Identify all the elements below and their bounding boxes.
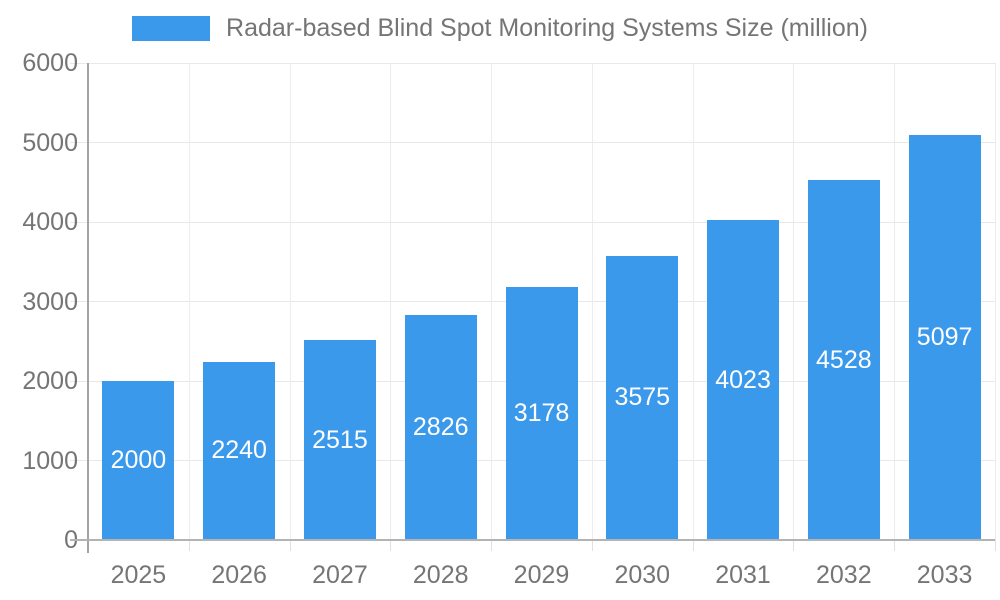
x-axis-tick: [591, 540, 593, 551]
bar-value-label: 5097: [916, 322, 973, 351]
x-axis-tick-label: 2027: [312, 561, 368, 589]
legend-label: Radar-based Blind Spot Monitoring System…: [226, 14, 868, 42]
y-axis-tick-label: 6000: [22, 49, 78, 77]
gridline-vertical: [390, 63, 392, 540]
y-axis-tick-label: 4000: [22, 208, 78, 236]
x-axis-tick: [692, 540, 694, 551]
bar[interactable]: 3178: [505, 287, 578, 540]
legend-swatch: [132, 16, 211, 41]
x-axis-tick: [793, 540, 795, 551]
bar[interactable]: 4023: [707, 220, 780, 540]
bar[interactable]: 4528: [807, 180, 880, 540]
gridline-vertical: [591, 63, 593, 540]
x-axis-tick: [390, 540, 392, 551]
gridline-vertical: [188, 63, 190, 540]
bar-value-label: 3575: [614, 383, 671, 412]
bar[interactable]: 2826: [404, 315, 477, 540]
gridline-horizontal: [70, 62, 995, 64]
y-axis-tick-label: 5000: [22, 128, 78, 157]
bar-value-label: 2000: [110, 446, 167, 474]
x-axis-tick-label: 2029: [513, 561, 570, 589]
x-axis-tick-label: 2031: [715, 561, 771, 589]
y-axis-tick-label: 3000: [22, 287, 78, 316]
gridline-vertical: [793, 63, 795, 540]
gridline-vertical: [692, 63, 694, 540]
y-axis-line: [87, 63, 89, 553]
x-axis-tick-label: 2033: [916, 561, 973, 589]
y-axis-tick-label: 0: [0, 525, 78, 555]
x-axis-tick: [995, 540, 996, 551]
bar-value-label: 3178: [513, 399, 570, 428]
y-axis-tick-label: 1000: [22, 446, 78, 475]
x-axis-tick: [289, 540, 291, 551]
x-axis-tick-label: 2028: [412, 561, 469, 589]
gridline-vertical: [491, 63, 493, 540]
x-axis-tick-label: 2025: [110, 561, 167, 589]
legend-item[interactable]: Radar-based Blind Spot Monitoring System…: [0, 14, 1000, 43]
bar[interactable]: 2000: [102, 381, 175, 540]
x-axis-tick-label: 2030: [614, 561, 671, 589]
x-axis-tick: [188, 540, 190, 551]
bar[interactable]: 3575: [606, 255, 679, 540]
gridline-vertical: [894, 63, 896, 540]
gridline-horizontal: [70, 142, 995, 143]
bar-value-label: 4023: [715, 365, 771, 394]
gridline-vertical: [995, 63, 996, 540]
y-axis-tick-label: 2000: [22, 367, 78, 395]
bar-value-label: 2240: [211, 436, 267, 465]
bar-value-label: 4528: [816, 345, 872, 374]
bar[interactable]: 2515: [303, 340, 376, 540]
gridline-horizontal: [70, 221, 995, 223]
x-axis-tick: [894, 540, 896, 551]
bar[interactable]: 5097: [908, 134, 981, 540]
bar-value-label: 2826: [412, 413, 469, 442]
x-axis-line: [70, 539, 995, 541]
x-axis-tick-label: 2032: [816, 561, 872, 589]
bar-value-label: 2515: [312, 425, 368, 454]
gridline-vertical: [289, 63, 291, 540]
x-axis-tick-label: 2026: [211, 561, 267, 589]
x-axis-tick: [491, 540, 493, 551]
bar[interactable]: 2240: [203, 361, 276, 540]
